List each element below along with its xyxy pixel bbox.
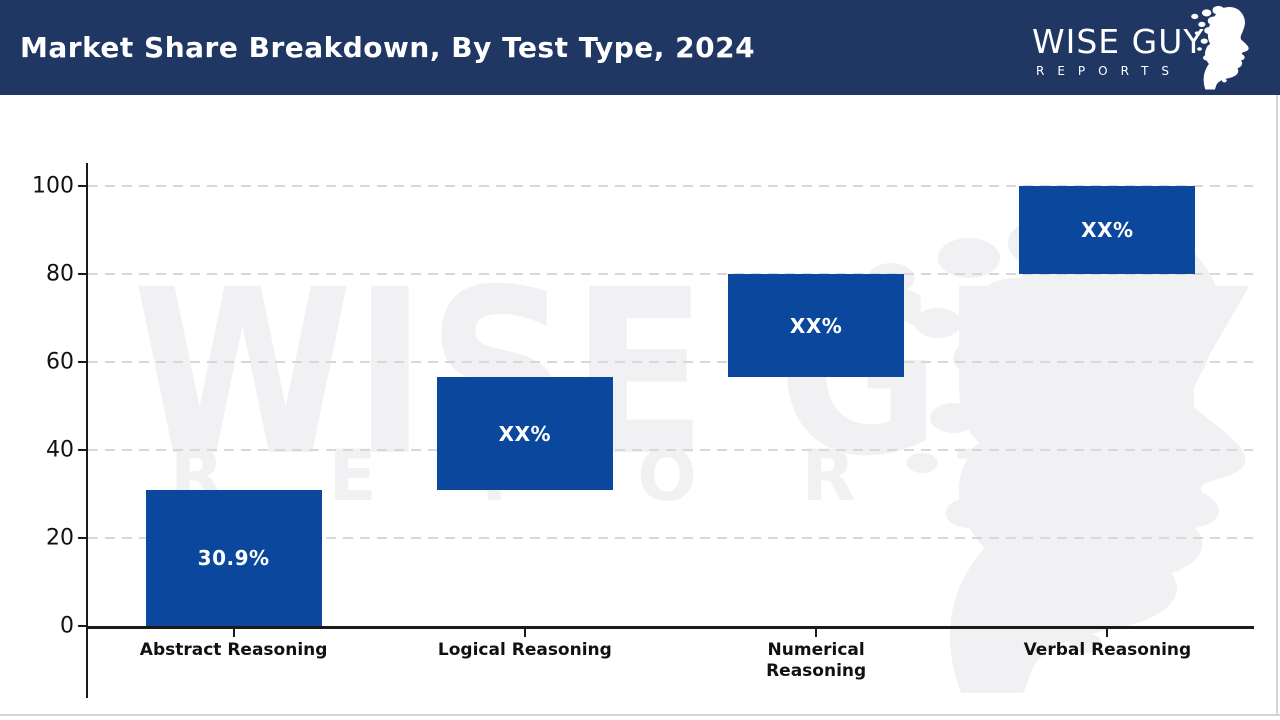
y-tick-20 xyxy=(78,537,86,539)
category-label-0: Abstract Reasoning xyxy=(124,640,344,661)
y-tick-label-20: 20 xyxy=(46,525,74,551)
category-label-2: Numerical Reasoning xyxy=(706,640,926,682)
x-axis-line xyxy=(86,626,1254,629)
watermark-wordmark: WISE GUY xyxy=(133,240,1251,506)
category-label-line: Abstract Reasoning xyxy=(139,640,328,660)
gridline-60 xyxy=(88,361,1253,363)
bar-value-label: XX% xyxy=(498,421,552,446)
watermark-head-profile xyxy=(867,218,1246,693)
category-label-line: Verbal Reasoning xyxy=(1023,640,1192,660)
gridline-80 xyxy=(88,273,1253,275)
category-label-line: Numerical xyxy=(767,640,865,660)
chart-area: WISE GUY REPORTS 02040608010030.9%Abstra… xyxy=(0,95,1280,720)
x-tick-2 xyxy=(815,629,818,637)
bar-value-label: 30.9% xyxy=(197,546,270,570)
bar-value-label: XX% xyxy=(1081,218,1134,242)
y-tick-label-100: 100 xyxy=(32,173,74,199)
y-tick-100 xyxy=(78,185,86,187)
x-tick-3 xyxy=(1106,629,1109,637)
wise-guy-reports-logo: WISE GUY REPORTS xyxy=(1032,0,1272,95)
bar-numerical-reasoning: XX% xyxy=(728,274,905,378)
category-label-1: Logical Reasoning xyxy=(415,640,635,661)
y-tick-40 xyxy=(78,449,86,451)
logo-wordmark: WISE GUY xyxy=(1032,22,1205,61)
gridline-40 xyxy=(88,449,1253,451)
bar-logical-reasoning: XX% xyxy=(436,377,613,491)
header-bar: Market Share Breakdown, By Test Type, 20… xyxy=(0,0,1280,95)
y-tick-60 xyxy=(78,361,86,363)
y-tick-label-60: 60 xyxy=(46,349,74,375)
category-label-line: Logical Reasoning xyxy=(437,640,612,660)
bar-value-label: XX% xyxy=(789,313,843,338)
page-title: Market Share Breakdown, By Test Type, 20… xyxy=(20,31,756,64)
gridline-20 xyxy=(88,537,1253,539)
logo-text-block: WISE GUY REPORTS xyxy=(1032,22,1204,78)
y-tick-label-0: 0 xyxy=(60,613,74,639)
y-tick-label-40: 40 xyxy=(46,437,74,463)
y-tick-80 xyxy=(78,273,86,275)
category-label-line: Reasoning xyxy=(766,661,867,681)
x-tick-1 xyxy=(523,629,526,637)
logo-subtitle: REPORTS xyxy=(1036,64,1183,78)
y-tick-0 xyxy=(78,625,86,627)
category-label-3: Verbal Reasoning xyxy=(997,640,1217,661)
y-tick-label-80: 80 xyxy=(46,261,74,287)
logo-head-profile-icon xyxy=(1191,5,1249,90)
x-tick-0 xyxy=(232,629,235,637)
bar-verbal-reasoning: XX% xyxy=(1019,186,1196,274)
bar-abstract-reasoning: 30.9% xyxy=(145,490,322,626)
figure-bottom-border xyxy=(0,714,1280,716)
figure-right-border xyxy=(1276,95,1278,716)
gridline-100 xyxy=(88,185,1253,187)
y-axis-line xyxy=(86,163,88,698)
